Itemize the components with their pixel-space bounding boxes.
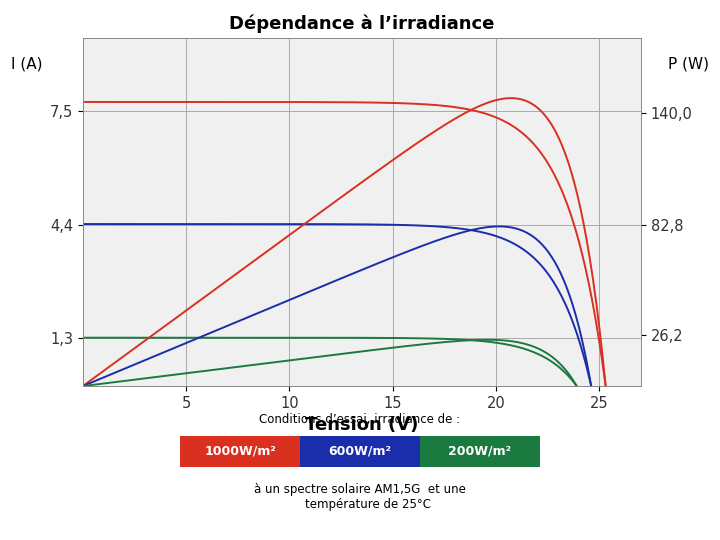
Text: à un spectre solaire AM1,5G  et une
    température de 25°C: à un spectre solaire AM1,5G et une tempé… [254,483,466,511]
X-axis label: Tension (V): Tension (V) [305,416,418,434]
Text: 1000W/m²: 1000W/m² [204,445,276,458]
Text: Conditions d’essai, irradiance de :: Conditions d’essai, irradiance de : [259,413,461,426]
Text: I (A): I (A) [11,57,42,72]
Text: 600W/m²: 600W/m² [328,445,392,458]
Title: Dépendance à l’irradiance: Dépendance à l’irradiance [229,15,495,33]
Text: 200W/m²: 200W/m² [449,445,512,458]
Text: P (W): P (W) [668,57,709,72]
